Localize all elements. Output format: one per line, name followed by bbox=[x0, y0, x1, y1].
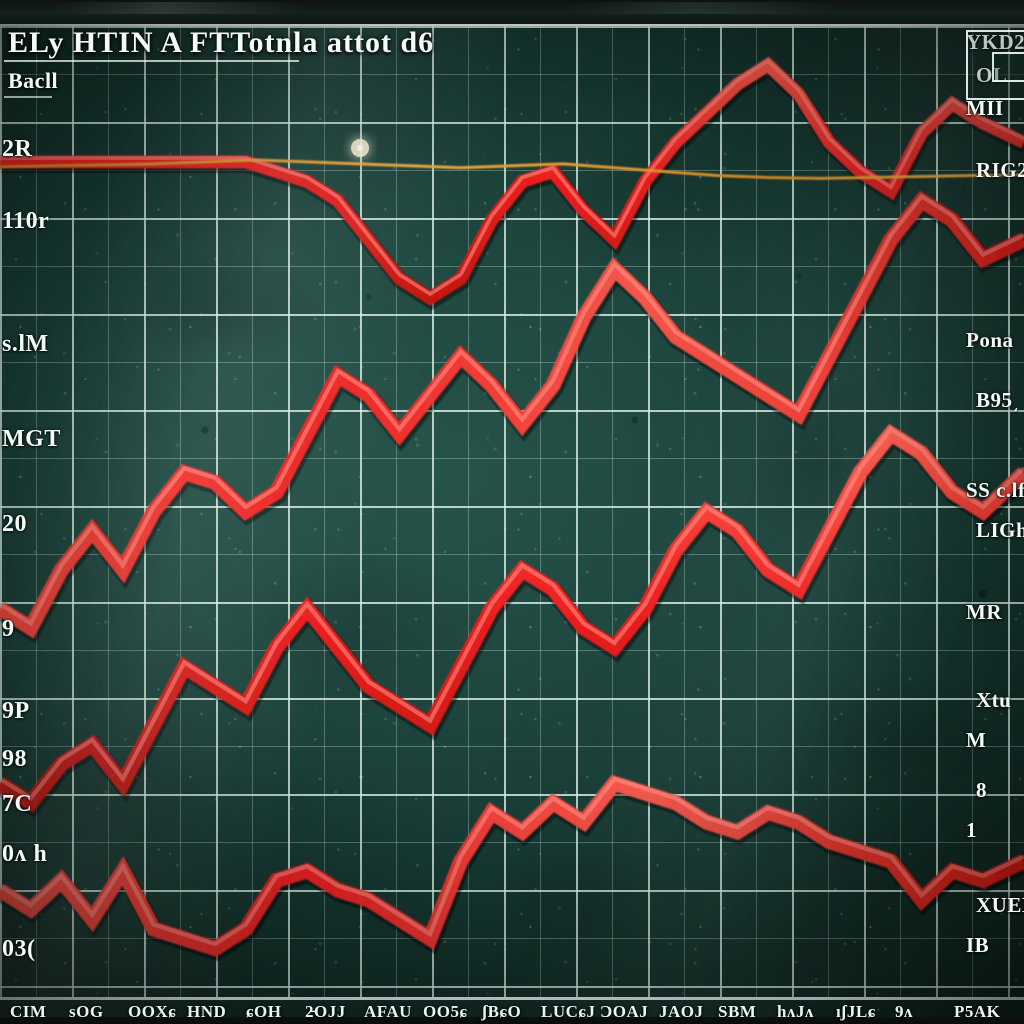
x-axis-tick-label: CIM bbox=[10, 1002, 47, 1021]
x-axis-tick-label: 9ʌ bbox=[895, 1002, 913, 1021]
right-axis-label: OL bbox=[976, 63, 1008, 87]
subtitle-underline bbox=[4, 96, 52, 98]
right-axis-label: SS c.lfɔ bbox=[966, 478, 1024, 502]
x-axis-tick-label: P5AK bbox=[954, 1002, 1001, 1021]
series-shadow-3 bbox=[0, 424, 1024, 818]
x-axis-tick-label: ɕOH bbox=[246, 1002, 282, 1021]
right-axis-label: 1 bbox=[966, 818, 977, 842]
x-axis-tick-label: ʃBɕO bbox=[482, 1002, 522, 1021]
legend-swatch-box bbox=[992, 52, 1024, 82]
x-axis-tick-label: hʌJʌ bbox=[777, 1002, 814, 1021]
x-axis-tick-label: LUCɕJ bbox=[541, 1002, 596, 1021]
right-axis-label: MII bbox=[966, 96, 1004, 120]
y-axis-tick-label: 110r bbox=[2, 208, 50, 234]
right-axis-label: M bbox=[966, 728, 987, 752]
x-axis-tick-label: ıʃJLɕ bbox=[836, 1002, 876, 1021]
right-axis-label: Pona bbox=[966, 328, 1014, 352]
x-axis-tick-label: 2̵OJJ bbox=[305, 1002, 346, 1021]
right-axis-label: RIG2 bbox=[976, 158, 1024, 182]
photo-bottom-edge bbox=[0, 1017, 1024, 1024]
x-axis-tick-label: ƆOAJ bbox=[600, 1002, 649, 1021]
x-axis-tick-label: sOG bbox=[69, 1002, 104, 1021]
y-axis-tick-label: s.lM bbox=[2, 331, 49, 357]
y-axis-tick-label: 9 bbox=[2, 616, 15, 642]
y-axis-tick-label: 7C bbox=[2, 791, 33, 817]
right-axis-label: 8 bbox=[976, 778, 987, 802]
y-axis-tick-label: MGT bbox=[2, 426, 61, 452]
x-axis-tick-label: JAOJ bbox=[659, 1002, 704, 1021]
right-axis-label: B95͵ bbox=[976, 388, 1020, 412]
right-axis-label: XUEM bbox=[976, 893, 1024, 917]
photo-top-edge bbox=[0, 0, 1024, 24]
page-title: ELy HTIN A FTTotnla attot d6 bbox=[8, 26, 435, 59]
y-axis-tick-label: 0ʌ h bbox=[2, 841, 48, 867]
data-series-series-2-upper-mid-red bbox=[0, 190, 1024, 639]
y-axis-tick-label: 9P bbox=[2, 698, 30, 724]
right-axis-label: MR bbox=[966, 600, 1002, 624]
y-axis-tick-label: 03( bbox=[2, 936, 36, 962]
x-axis-tick-label: SBM bbox=[718, 1002, 757, 1021]
right-axis-label: YKD2 bbox=[966, 30, 1024, 54]
right-axis-label: LIGh bbox=[976, 518, 1024, 542]
title-underline bbox=[4, 60, 299, 62]
x-axis-tick-labels: CIM sOG OOXɕ HND ɕOH 2̵OJJ AFAU OO5ɕ ʃBɕO LUCɕJ ƆO… bbox=[0, 1000, 1024, 1024]
chart-subtitle: Bacll bbox=[8, 68, 59, 93]
right-axis-label: Xtu bbox=[976, 688, 1012, 712]
x-axis-tick-label: AFAU bbox=[364, 1002, 412, 1021]
top-edge-sheen bbox=[0, 2, 1024, 14]
legend-box[interactable] bbox=[966, 30, 1024, 100]
y-axis-tick-label: 98 bbox=[2, 746, 27, 772]
y-axis-tick-label: 20 bbox=[2, 511, 27, 537]
x-axis-tick-label: OO5ɕ bbox=[423, 1002, 468, 1021]
x-axis-tick-label: HND bbox=[187, 1002, 227, 1021]
y-axis-tick-label: 2R bbox=[2, 136, 33, 162]
right-axis-label: IB bbox=[966, 933, 990, 957]
x-axis-tick-label: OOXɕ bbox=[128, 1002, 177, 1021]
series-highlight-2 bbox=[0, 193, 1024, 627]
